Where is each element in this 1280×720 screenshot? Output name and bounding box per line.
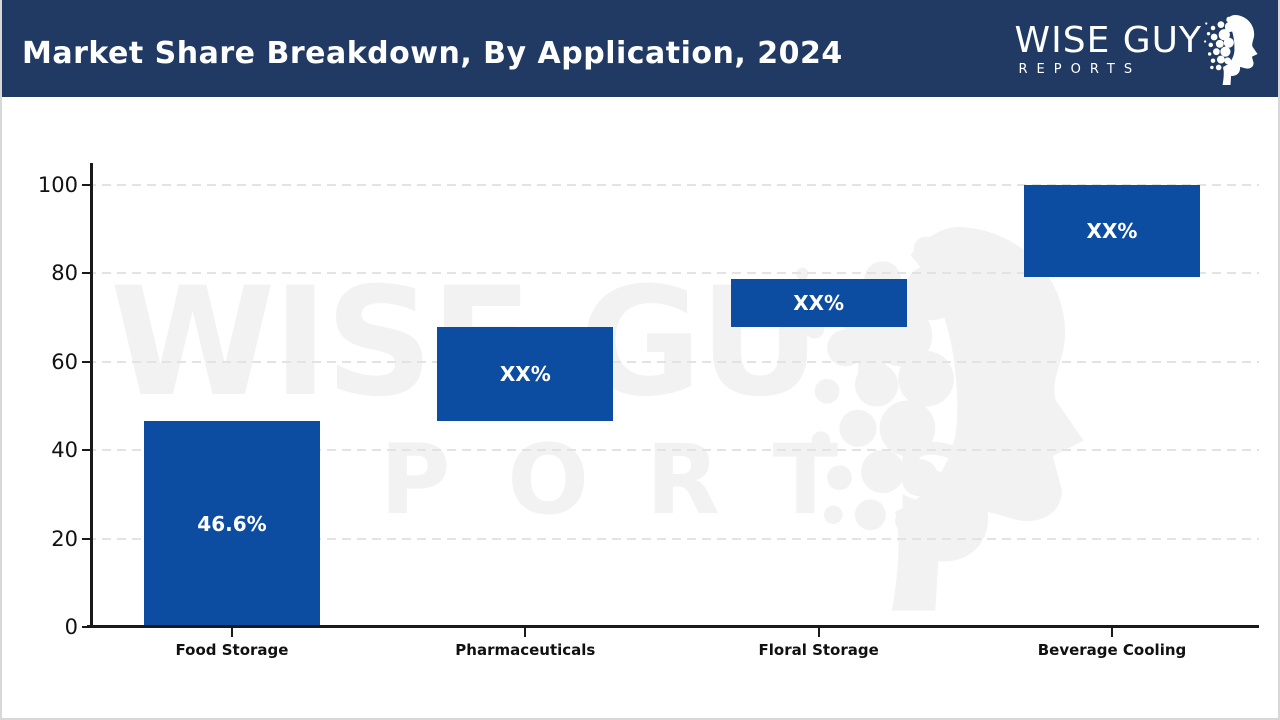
bar-floral-storage: XX% (730, 278, 907, 327)
y-axis-tick (82, 626, 91, 628)
bar-food-storage: 46.6% (144, 420, 320, 627)
gridline (87, 183, 1259, 186)
gridline (87, 360, 1259, 363)
x-axis-tick (1110, 628, 1113, 637)
logo-subtitle: REPORTS (1018, 62, 1142, 77)
y-axis-tick-label: 40 (51, 438, 78, 462)
bar-value-label: XX% (1086, 218, 1138, 243)
y-axis-line (90, 163, 93, 628)
logo-text: WISE GUY REPORTS (1014, 20, 1203, 78)
y-axis-tick-label: 60 (51, 349, 78, 374)
y-axis-tick-label: 20 (51, 526, 78, 551)
head-profile-icon (1204, 14, 1258, 85)
chart-title: Market Share Breakdown, By Application, … (22, 36, 843, 71)
gridline (87, 537, 1259, 540)
y-axis-tick (82, 183, 91, 186)
x-axis-line (87, 625, 1259, 628)
y-axis-tick-label: 0 (64, 615, 78, 639)
x-axis-category-label: Food Storage (175, 641, 289, 659)
y-axis-tick (82, 272, 91, 274)
x-axis-tick (524, 628, 527, 637)
x-axis-tick (231, 628, 233, 637)
y-axis-tick (82, 537, 91, 540)
x-axis-category-label: Floral Storage (758, 641, 879, 659)
bar-pharmaceuticals: XX% (437, 326, 614, 421)
bar-beverage-cooling: XX% (1023, 184, 1200, 277)
x-axis-category-label: Pharmaceuticals (455, 641, 596, 659)
gridline (87, 449, 1259, 451)
y-axis-tick (82, 449, 91, 451)
logo-wordmark: WISE GUY (1014, 20, 1202, 61)
bar-value-label: XX% (793, 290, 845, 315)
bar-value-label: XX% (499, 361, 551, 386)
gridline (87, 272, 1259, 274)
wise-guy-logo: WISE GUY REPORTS (1015, 8, 1267, 92)
y-axis-tick-label: 100 (37, 172, 78, 197)
x-axis-category-label: Beverage Cooling (1037, 641, 1187, 659)
bar-value-label: 46.6% (197, 511, 267, 536)
x-axis-tick (817, 628, 820, 637)
y-axis-tick-label: 80 (51, 261, 78, 285)
y-axis-tick (82, 360, 91, 363)
header-bar: Market Share Breakdown, By Application, … (2, 0, 1278, 97)
